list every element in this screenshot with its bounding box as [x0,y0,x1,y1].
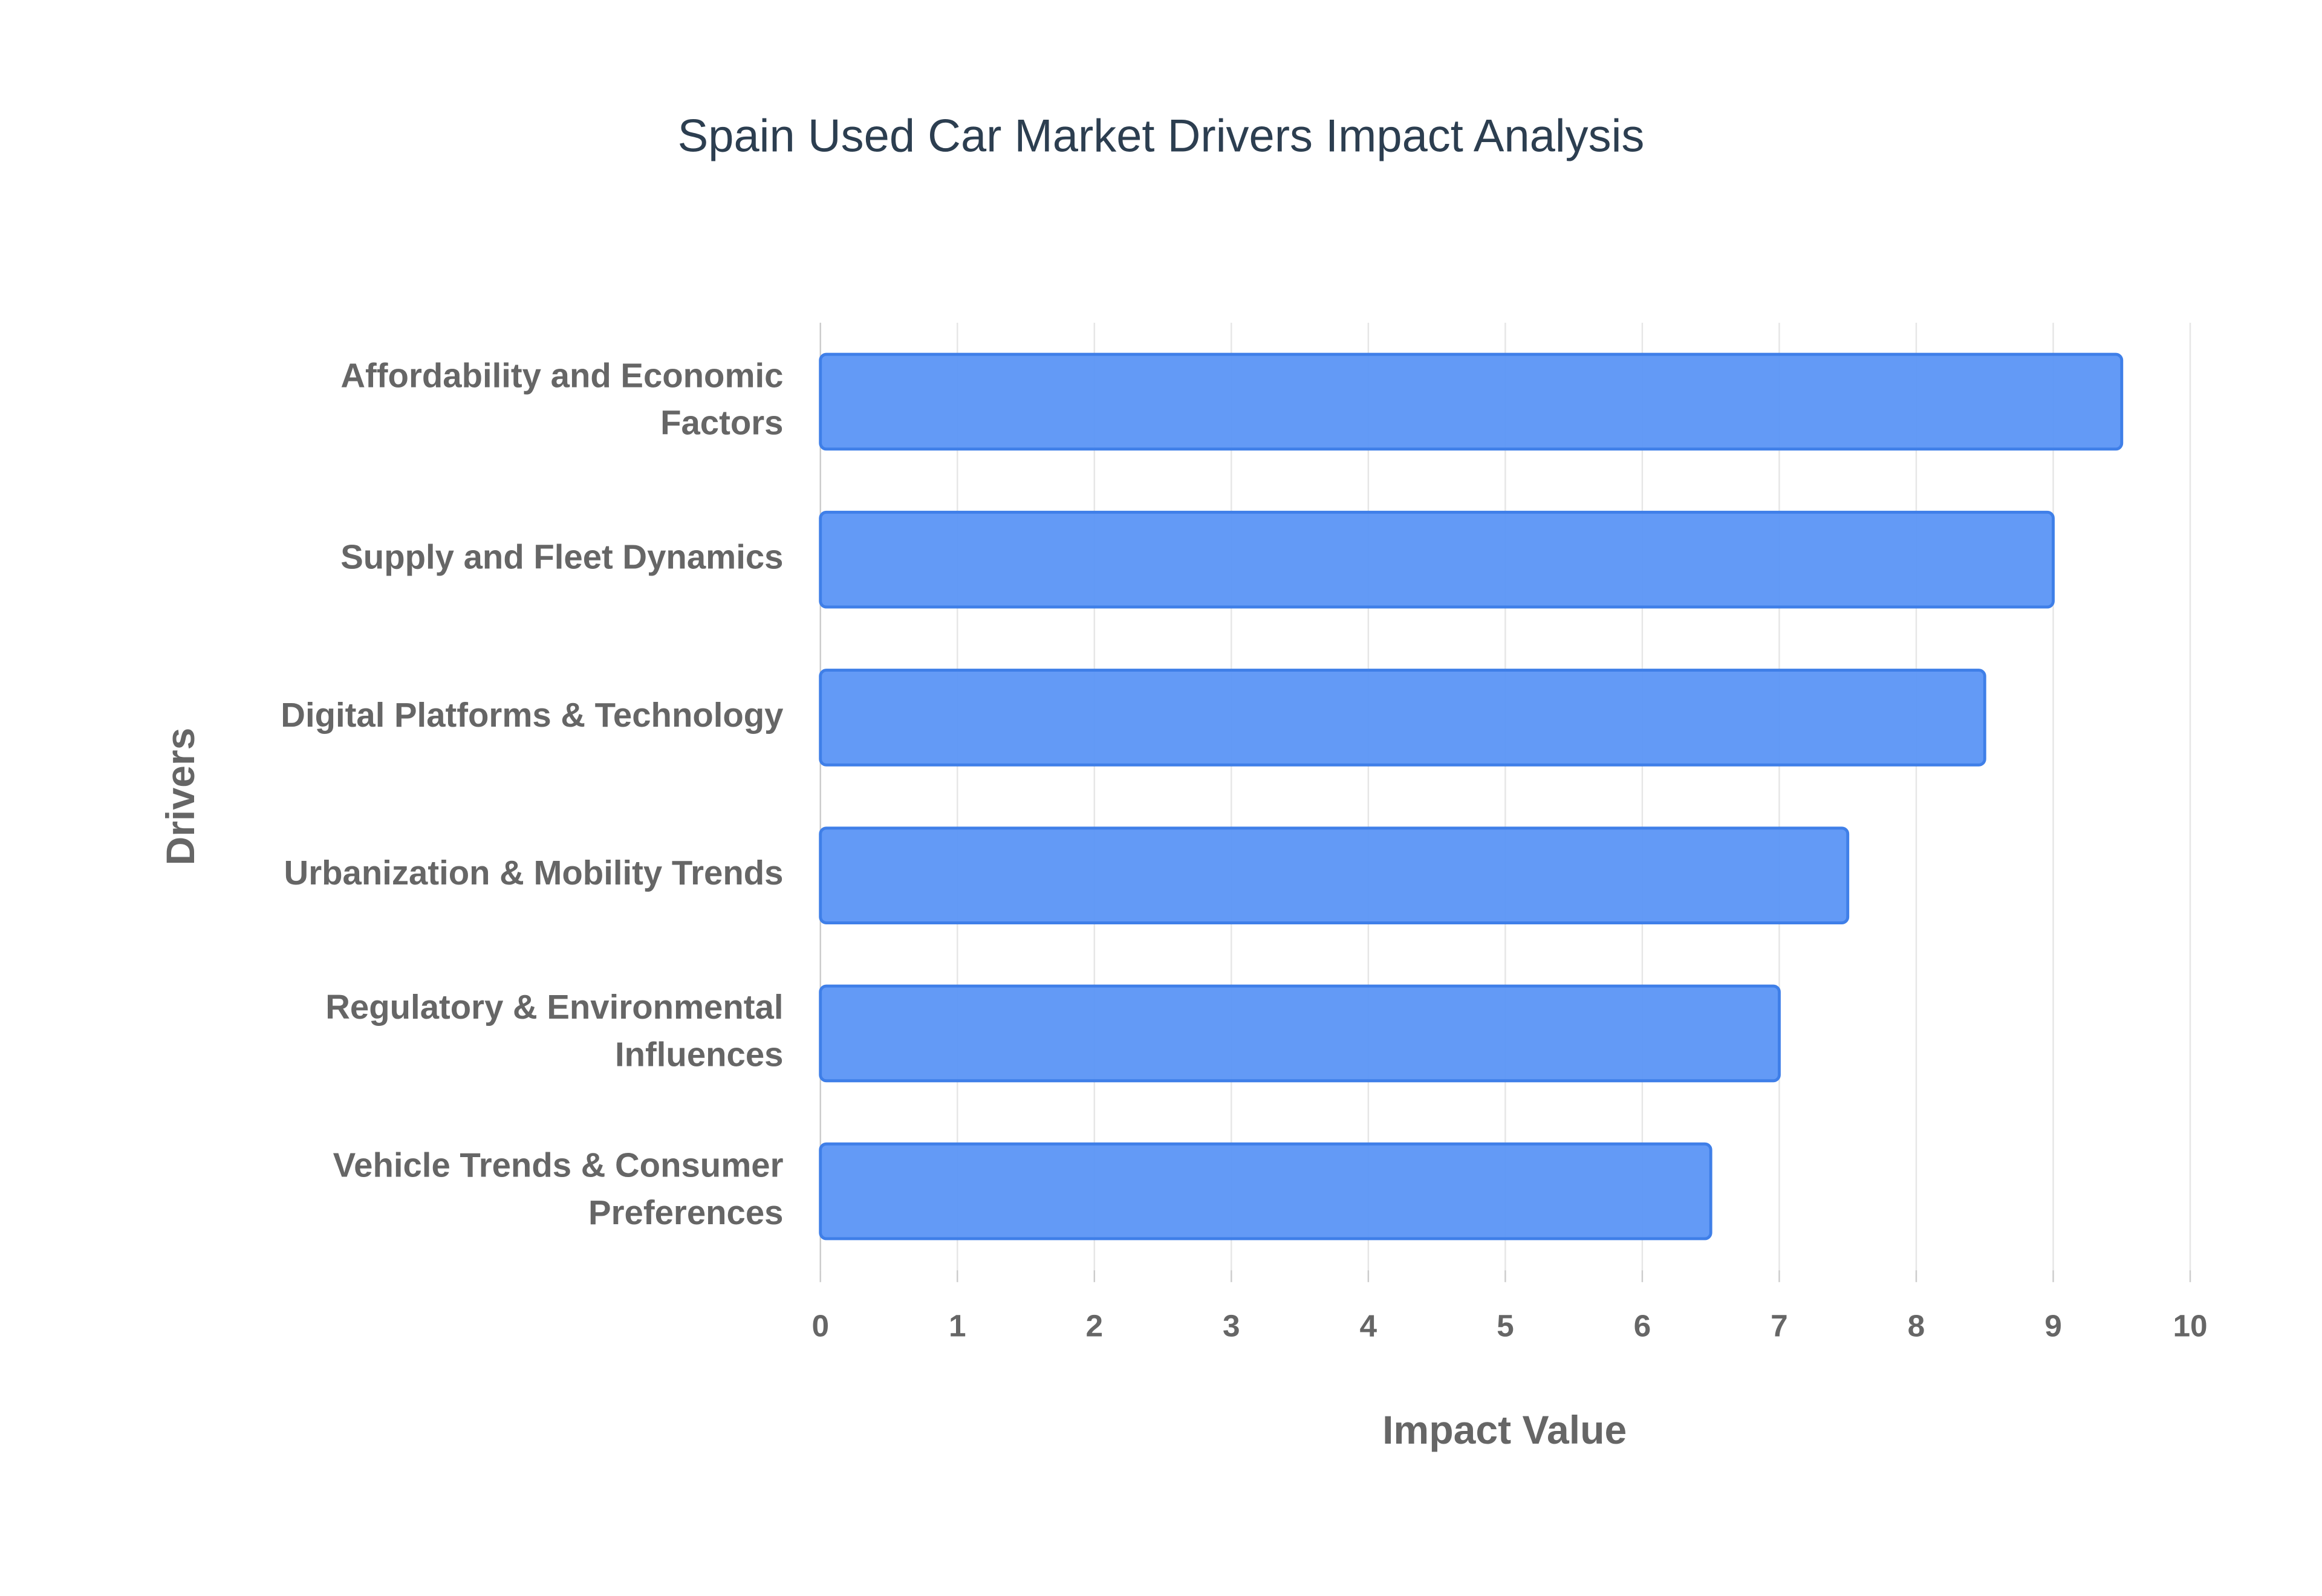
x-tick-label: 10 [2173,1308,2207,1343]
x-tick-label: 2 [1085,1308,1103,1343]
y-axis-title: Drivers [158,728,203,866]
x-tick-label: 4 [1360,1308,1377,1343]
x-tick-label: 5 [1497,1308,1514,1343]
chart-title: Spain Used Car Market Drivers Impact Ana… [678,110,1645,161]
y-tick-label: Regulatory & Environmental Influences [325,988,783,1073]
x-tick-label: 3 [1223,1308,1240,1343]
y-tick-label: Supply and Fleet Dynamics [340,538,783,576]
x-tick-label: 8 [1908,1308,1925,1343]
bar [819,510,2055,609]
x-tick-label: 0 [811,1308,829,1343]
bar [819,826,1850,924]
x-tick-label: 7 [1771,1308,1788,1343]
x-tick-label: 6 [1634,1308,1651,1343]
y-tick-label: Digital Platforms & Technology [281,696,784,734]
x-axis-title: Impact Value [1382,1408,1627,1453]
bar [819,984,1781,1083]
bar [819,352,2124,451]
y-tick-label: Urbanization & Mobility Trends [284,854,784,892]
x-tick-label: 9 [2044,1308,2062,1343]
y-tick-label: Affordability and Economic Factors [340,356,783,441]
y-tick-label: Vehicle Trends & Consumer Preferences [333,1146,784,1231]
bar [819,1142,1712,1241]
x-tick-label: 1 [949,1308,966,1343]
bar [819,669,1986,767]
